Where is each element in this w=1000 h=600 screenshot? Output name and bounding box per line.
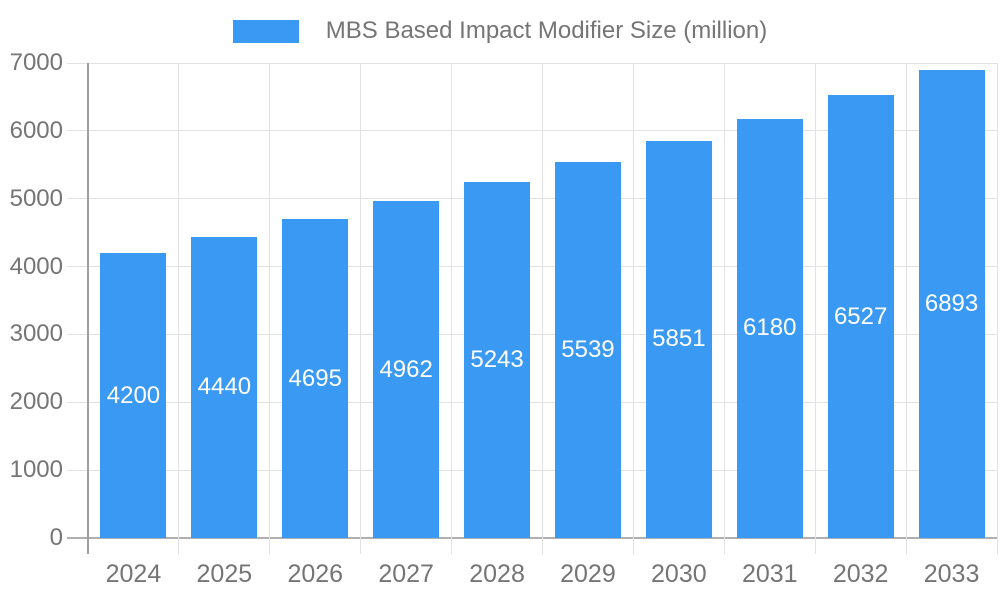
bar (827, 95, 894, 538)
x-tick-label: 2032 (832, 560, 889, 588)
gridline-h (67, 266, 997, 268)
bar (191, 236, 258, 538)
bar (918, 70, 985, 538)
y-tick-label: 0 (49, 524, 63, 551)
gridline-v (723, 63, 725, 554)
bar-value-label: 5539 (561, 336, 615, 364)
gridline-v (269, 63, 271, 554)
y-axis-line (87, 63, 89, 554)
gridline-v (451, 63, 453, 554)
y-tick-label: 7000 (9, 49, 63, 76)
y-tick-label: 1000 (9, 456, 63, 484)
bar (100, 253, 167, 538)
x-tick-label: 2031 (741, 560, 798, 588)
gridline-h (67, 130, 997, 132)
bar-value-label: 4440 (197, 373, 252, 401)
gridline-v (360, 63, 362, 554)
gridline-h (67, 469, 997, 471)
x-tick-label: 2025 (196, 560, 253, 588)
x-tick-label: 2028 (469, 560, 525, 588)
gridline-v (632, 63, 634, 554)
gridline-h (67, 333, 997, 335)
bar-value-label: 6180 (743, 314, 797, 342)
x-tick-label: 2030 (651, 560, 707, 588)
bar-value-label: 4962 (379, 355, 433, 383)
legend-label: MBS Based Impact Modifier Size (million) (325, 17, 768, 44)
legend-swatch (232, 19, 299, 43)
x-tick-label: 2029 (560, 560, 616, 588)
bar (645, 140, 712, 538)
y-tick-label: 4000 (9, 252, 63, 280)
x-tick-label: 2033 (923, 560, 980, 588)
bar-value-label: 5851 (652, 325, 706, 353)
y-tick-label: 3000 (9, 320, 63, 348)
gridline-v (905, 63, 907, 554)
bar (282, 219, 349, 538)
legend: MBS Based Impact Modifier Size (million) (0, 17, 1000, 45)
y-tick-label: 6000 (9, 116, 63, 144)
x-tick-label: 2026 (287, 560, 344, 588)
bar-value-label: 6893 (924, 290, 979, 318)
gridline-v (814, 63, 816, 554)
gridline-h (67, 537, 997, 539)
gridline-v (542, 63, 543, 554)
x-tick-label: 2024 (105, 560, 162, 588)
bar-value-label: 5243 (470, 346, 524, 374)
y-tick-label: 2000 (9, 388, 63, 416)
bar-value-label: 4200 (106, 381, 161, 409)
bar (554, 162, 621, 538)
gridline-v (996, 63, 998, 554)
bar-value-label: 6527 (833, 302, 888, 330)
gridline-v (178, 63, 180, 554)
bar (464, 182, 531, 538)
gridline-h (67, 401, 997, 403)
bar (736, 118, 803, 538)
bar-value-label: 4695 (288, 364, 342, 392)
x-tick-label: 2027 (378, 560, 434, 588)
gridline-h (67, 62, 997, 64)
bar (373, 201, 440, 538)
gridline-h (67, 198, 997, 200)
y-tick-label: 5000 (9, 184, 63, 212)
